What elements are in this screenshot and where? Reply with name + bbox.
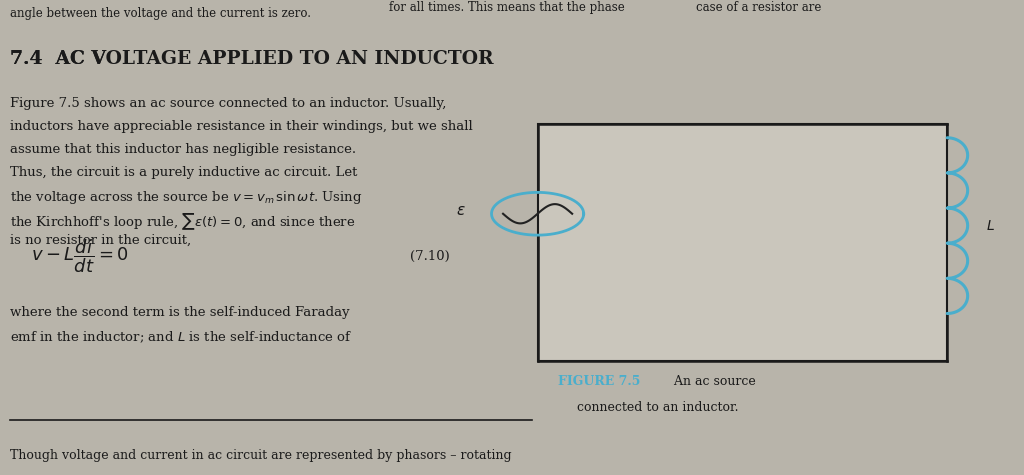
Text: inductors have appreciable resistance in their windings, but we shall: inductors have appreciable resistance in… xyxy=(10,120,473,133)
Text: connected to an inductor.: connected to an inductor. xyxy=(577,401,738,414)
Text: Figure 7.5 shows an ac source connected to an inductor. Usually,: Figure 7.5 shows an ac source connected … xyxy=(10,97,446,110)
Text: (7.10): (7.10) xyxy=(410,250,450,263)
Text: where the second term is the self-induced Faraday: where the second term is the self-induce… xyxy=(10,306,350,319)
Text: An ac source: An ac source xyxy=(666,375,756,388)
Text: for all times. This means that the phase: for all times. This means that the phase xyxy=(389,1,625,14)
Text: 7.4  AC V: 7.4 AC V xyxy=(10,50,106,68)
Text: 7.4  AC VOLTAGE APPLIED TO AN INDUCTOR: 7.4 AC VOLTAGE APPLIED TO AN INDUCTOR xyxy=(10,50,494,68)
Text: case of a resistor are: case of a resistor are xyxy=(696,1,821,14)
Text: Thus, the circuit is a purely inductive ac circuit. Let: Thus, the circuit is a purely inductive … xyxy=(10,166,357,179)
Text: angle between the voltage and the current is zero.: angle between the voltage and the curren… xyxy=(10,7,311,20)
Text: assume that this inductor has negligible resistance.: assume that this inductor has negligible… xyxy=(10,143,356,156)
Text: Though voltage and current in ac circuit are represented by phasors – rotating: Though voltage and current in ac circuit… xyxy=(10,449,512,462)
Text: $v - L\dfrac{di}{dt} = 0$: $v - L\dfrac{di}{dt} = 0$ xyxy=(31,238,128,276)
Text: is no resistor in the circuit,: is no resistor in the circuit, xyxy=(10,234,191,247)
Bar xyxy=(538,124,947,361)
Text: the voltage across the source be $v = v_m\,\sin\omega t$. Using: the voltage across the source be $v = v_… xyxy=(10,189,362,206)
Text: $L$: $L$ xyxy=(986,218,995,233)
Text: $\varepsilon$: $\varepsilon$ xyxy=(457,204,466,218)
Text: the Kirchhoff's loop rule, $\sum\varepsilon(t) = 0$, and since there: the Kirchhoff's loop rule, $\sum\varepsi… xyxy=(10,211,355,232)
Text: emf in the inductor; and $L$ is the self-inductance of: emf in the inductor; and $L$ is the self… xyxy=(10,329,352,345)
Text: FIGURE 7.5: FIGURE 7.5 xyxy=(558,375,640,388)
